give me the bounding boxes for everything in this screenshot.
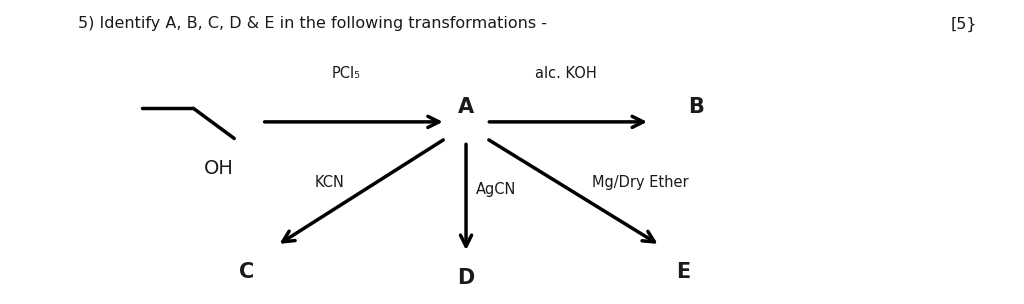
Text: D: D bbox=[458, 268, 475, 288]
Text: KCN: KCN bbox=[314, 174, 344, 190]
Text: C: C bbox=[239, 262, 254, 282]
Text: E: E bbox=[677, 262, 691, 282]
Text: OH: OH bbox=[204, 159, 233, 178]
Text: 5) Identify A, B, C, D & E in the following transformations -: 5) Identify A, B, C, D & E in the follow… bbox=[78, 16, 547, 31]
Text: A: A bbox=[458, 97, 474, 117]
Text: alc. KOH: alc. KOH bbox=[536, 66, 597, 81]
Text: PCl₅: PCl₅ bbox=[332, 66, 361, 81]
Text: Mg/Dry Ether: Mg/Dry Ether bbox=[592, 174, 688, 190]
Text: [5}: [5} bbox=[950, 16, 977, 32]
Text: AgCN: AgCN bbox=[476, 182, 517, 197]
Text: B: B bbox=[688, 97, 703, 117]
